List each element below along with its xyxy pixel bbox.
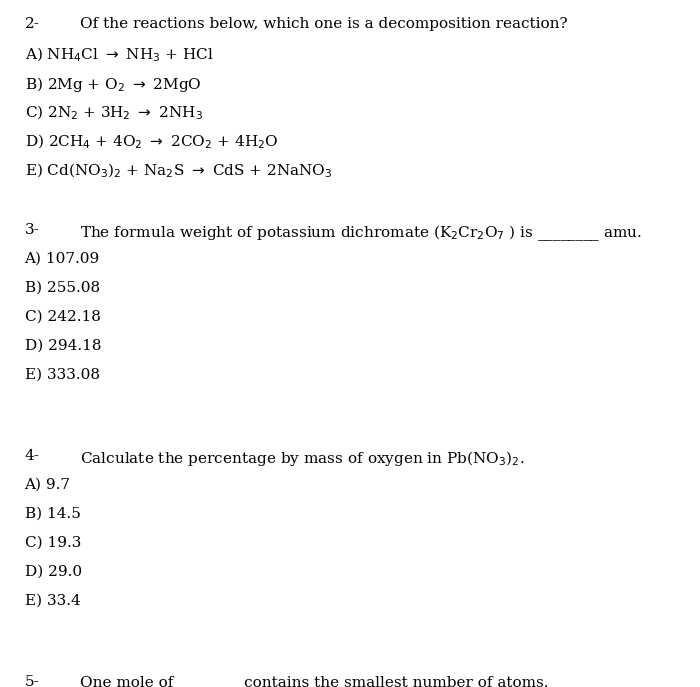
- Text: B) 14.5: B) 14.5: [25, 507, 80, 521]
- Text: D) 29.0: D) 29.0: [25, 565, 82, 578]
- Text: 2-: 2-: [25, 17, 39, 31]
- Text: B) 255.08: B) 255.08: [25, 281, 99, 295]
- Text: 5-: 5-: [25, 675, 39, 687]
- Text: Of the reactions below, which one is a decomposition reaction?: Of the reactions below, which one is a d…: [80, 17, 568, 31]
- Text: One mole of ________ contains the smallest number of atoms.: One mole of ________ contains the smalle…: [80, 675, 549, 687]
- Text: A) 9.7: A) 9.7: [25, 478, 71, 492]
- Text: B) 2Mg + O$_2$ $\rightarrow$ 2MgO: B) 2Mg + O$_2$ $\rightarrow$ 2MgO: [25, 75, 201, 94]
- Text: Calculate the percentage by mass of oxygen in Pb(NO$_3$)$_2$.: Calculate the percentage by mass of oxyg…: [80, 449, 525, 468]
- Text: C) 242.18: C) 242.18: [25, 310, 100, 324]
- Text: A) 107.09: A) 107.09: [25, 252, 99, 266]
- Text: 4-: 4-: [25, 449, 39, 463]
- Text: E) Cd(NO$_3$)$_2$ + Na$_2$S $\rightarrow$ CdS + 2NaNO$_3$: E) Cd(NO$_3$)$_2$ + Na$_2$S $\rightarrow…: [25, 161, 332, 180]
- Text: The formula weight of potassium dichromate (K$_2$Cr$_2$O$_7$ ) is ________ amu.: The formula weight of potassium dichroma…: [80, 223, 643, 243]
- Text: A) NH$_4$Cl $\rightarrow$ NH$_3$ + HCl: A) NH$_4$Cl $\rightarrow$ NH$_3$ + HCl: [25, 46, 214, 65]
- Text: 3-: 3-: [25, 223, 39, 237]
- Text: C) 2N$_2$ + 3H$_2$ $\rightarrow$ 2NH$_3$: C) 2N$_2$ + 3H$_2$ $\rightarrow$ 2NH$_3$: [25, 104, 202, 122]
- Text: E) 333.08: E) 333.08: [25, 368, 99, 381]
- Text: C) 19.3: C) 19.3: [25, 536, 81, 550]
- Text: D) 2CH$_4$ + 4O$_2$ $\rightarrow$ 2CO$_2$ + 4H$_2$O: D) 2CH$_4$ + 4O$_2$ $\rightarrow$ 2CO$_2…: [25, 133, 278, 151]
- Text: E) 33.4: E) 33.4: [25, 594, 80, 607]
- Text: D) 294.18: D) 294.18: [25, 339, 101, 352]
